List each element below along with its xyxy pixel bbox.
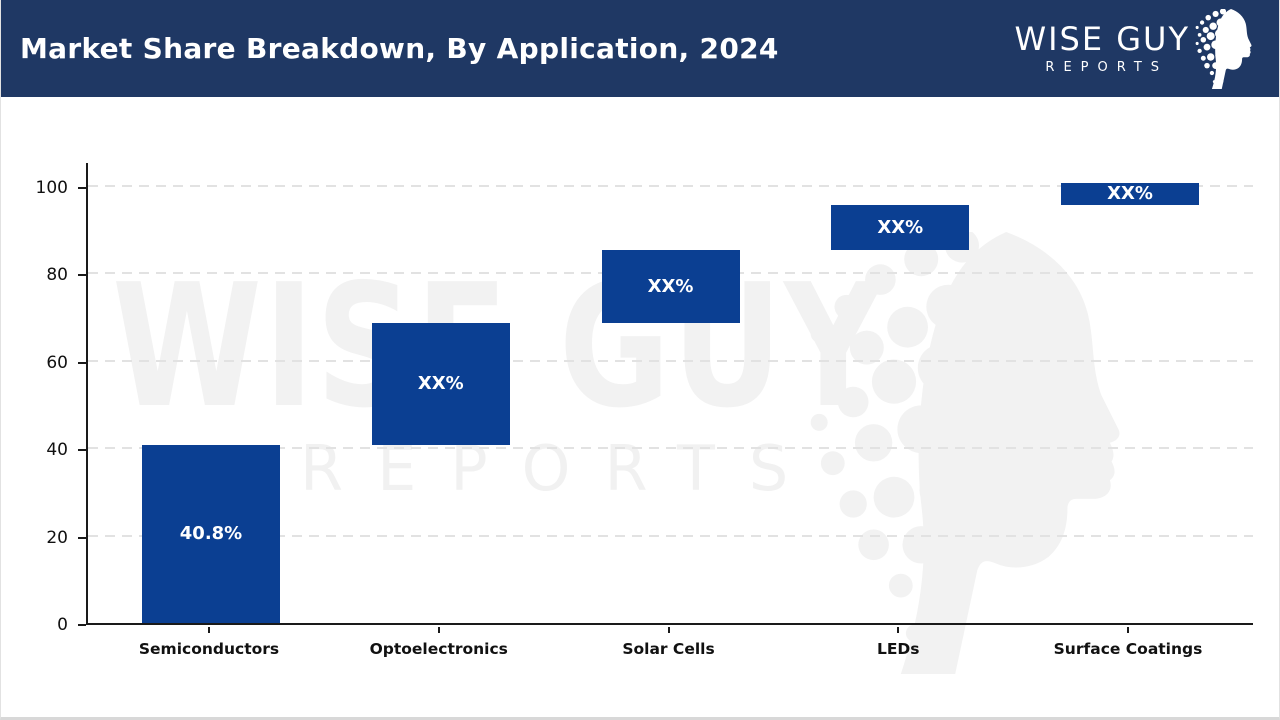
- y-tick-label: 80: [46, 265, 68, 285]
- y-tick-mark: [78, 274, 86, 276]
- logo-head-icon: [1192, 9, 1254, 89]
- x-tick-mark: [667, 627, 670, 633]
- x-axis: Semiconductors Optoelectronics Solar Cells…: [86, 627, 1253, 672]
- logo-subtitle: REPORTS: [1045, 59, 1169, 75]
- y-tick-mark: [78, 624, 86, 626]
- y-tick-label: 60: [46, 352, 68, 373]
- header: Market Share Breakdown, By Application, …: [0, 0, 1280, 97]
- bar-value-label: XX%: [647, 276, 694, 298]
- y-tick-mark: [78, 536, 86, 539]
- y-tick-mark: [78, 186, 86, 189]
- plot-area: 40.8% XX% XX% XX% XX%: [86, 163, 1253, 625]
- x-tick-mark: [437, 627, 440, 633]
- bar-semiconductors: 40.8%: [142, 444, 280, 623]
- bar-value-label: XX%: [417, 373, 464, 395]
- gridline: [88, 534, 1253, 537]
- x-tick-label: Surface Coatings: [1053, 640, 1203, 658]
- x-tick-label: LEDs: [876, 640, 920, 658]
- chart-title: Market Share Breakdown, By Application, …: [20, 32, 779, 65]
- bars: 40.8% XX% XX% XX% XX%: [88, 163, 1253, 623]
- logo-text: WISE GUY REPORTS: [1014, 23, 1190, 75]
- x-tick-label: Optoelectronics: [369, 640, 508, 658]
- bar-optoelectronics: XX%: [371, 323, 510, 445]
- x-tick-label: Solar Cells: [622, 640, 715, 658]
- gridline: [88, 447, 1253, 449]
- y-tick-label: 40: [46, 440, 68, 460]
- x-tick-label: Semiconductors: [138, 640, 280, 658]
- bar-leds: XX%: [831, 204, 970, 251]
- wise-guy-logo: WISE GUY REPORTS: [1014, 9, 1254, 89]
- y-tick-mark: [78, 361, 86, 364]
- gridline: [88, 184, 1253, 187]
- y-axis: 0 20 40 60 80 100: [0, 163, 86, 635]
- logo-wordmark: WISE GUY: [1014, 19, 1190, 58]
- bar-value-label: XX%: [877, 217, 924, 238]
- y-tick-label: 100: [35, 177, 68, 198]
- bar-value-label: 40.8%: [179, 523, 243, 545]
- y-tick-mark: [78, 449, 86, 451]
- x-tick-mark: [897, 627, 900, 633]
- x-tick-mark: [1127, 627, 1129, 633]
- gridline: [88, 359, 1253, 362]
- bar-surface-coatings: XX%: [1061, 182, 1199, 205]
- y-tick-label: 0: [57, 615, 68, 635]
- x-tick-mark: [208, 627, 210, 633]
- y-tick-label: 20: [46, 527, 68, 548]
- bar-value-label: XX%: [1107, 183, 1153, 205]
- bar-solar-cells: XX%: [601, 250, 740, 324]
